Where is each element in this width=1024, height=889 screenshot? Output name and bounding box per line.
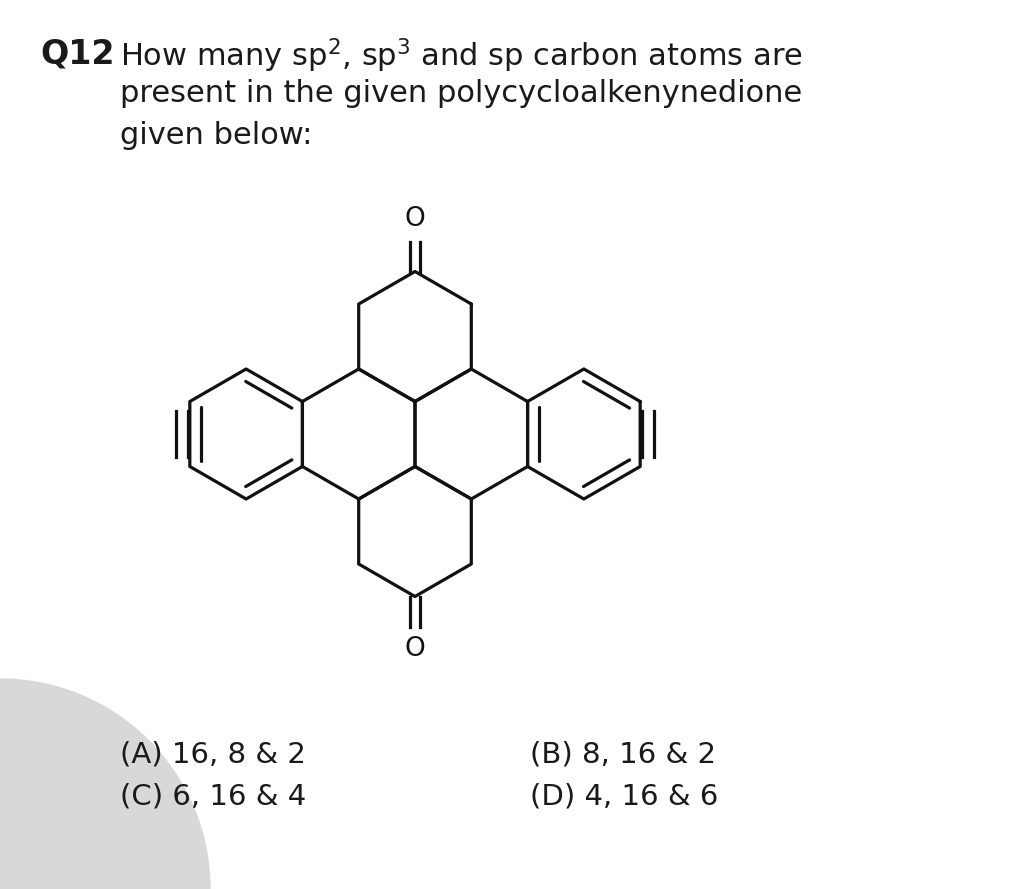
Circle shape: [0, 679, 210, 889]
Text: How many sp$^2$, sp$^3$ and sp carbon atoms are: How many sp$^2$, sp$^3$ and sp carbon at…: [120, 37, 803, 76]
Text: given below:: given below:: [120, 121, 312, 150]
Text: O: O: [404, 206, 425, 233]
Text: Q12: Q12: [40, 37, 115, 70]
Text: (A) 16, 8 & 2: (A) 16, 8 & 2: [120, 741, 306, 769]
Text: O: O: [404, 636, 425, 661]
Text: (C) 6, 16 & 4: (C) 6, 16 & 4: [120, 783, 306, 811]
Text: (B) 8, 16 & 2: (B) 8, 16 & 2: [530, 741, 716, 769]
Text: present in the given polycycloalkenynedione: present in the given polycycloalkenynedi…: [120, 79, 802, 108]
Text: (D) 4, 16 & 6: (D) 4, 16 & 6: [530, 783, 719, 811]
